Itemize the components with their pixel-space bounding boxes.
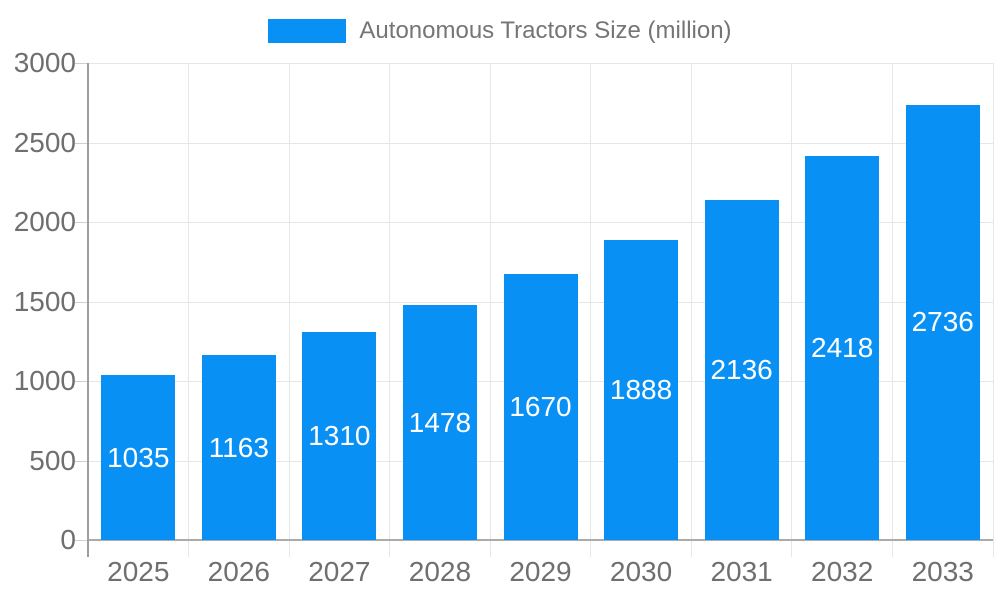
bar: 1163	[201, 355, 276, 540]
y-gridline	[88, 222, 993, 223]
bar-value-label: 1163	[208, 431, 269, 463]
x-gridline	[288, 63, 290, 557]
bar: 1310	[302, 331, 377, 540]
y-axis-tick	[75, 222, 88, 223]
bar-value-label: 1310	[308, 419, 371, 451]
bar-value-label: 1670	[509, 391, 572, 423]
bar: 1888	[604, 239, 679, 540]
x-axis-label: 2029	[509, 556, 572, 587]
y-axis-tick	[75, 301, 88, 303]
x-gridline	[389, 63, 391, 557]
x-gridline	[690, 63, 692, 557]
bar-value-label: 2136	[710, 354, 773, 386]
x-axis-label: 2030	[609, 556, 673, 587]
bar: 2136	[704, 200, 779, 540]
bar-value-label: 2736	[911, 306, 974, 338]
bar: 2736	[905, 104, 980, 540]
x-axis-label: 2025	[107, 556, 170, 587]
x-axis-label: 2033	[911, 556, 974, 587]
bar-value-label: 1035	[107, 441, 170, 473]
x-axis-label: 2031	[710, 556, 773, 587]
y-gridline	[88, 63, 993, 64]
plot-area: 0 500 1000 1500 2000 2500 3000 1035 2025 1163 2026…	[14, 49, 994, 586]
bar-value-label: 1888	[609, 373, 673, 405]
x-gridline	[992, 63, 994, 557]
y-axis-label: 1500	[13, 285, 76, 317]
x-axis-label: 2026	[207, 556, 270, 587]
x-gridline	[489, 63, 491, 557]
y-gridline	[88, 142, 993, 144]
y-axis-label: 2500	[13, 126, 76, 158]
bar: 1035	[101, 375, 176, 540]
x-axis-label: 2032	[811, 556, 874, 587]
y-axis-tick	[75, 63, 88, 64]
bar: 2418	[805, 155, 880, 540]
x-axis-label: 2028	[408, 556, 472, 587]
bar: 1670	[503, 274, 578, 540]
x-gridline	[590, 63, 592, 557]
bar: 1478	[402, 305, 477, 540]
y-axis-tick	[75, 540, 88, 541]
x-gridline	[188, 63, 190, 557]
x-axis-baseline	[88, 539, 993, 541]
bar-value-label: 1478	[408, 406, 472, 438]
y-axis-tick	[75, 142, 88, 144]
y-axis-tick	[75, 460, 88, 462]
y-axis-line	[87, 63, 89, 557]
y-axis-tick	[75, 381, 88, 382]
legend-swatch	[268, 19, 347, 43]
y-axis-label: 2000	[13, 206, 76, 237]
legend-label: Autonomous Tractors Size (million)	[359, 17, 732, 44]
x-gridline	[791, 63, 793, 557]
x-gridline	[891, 63, 893, 557]
x-axis-label: 2027	[308, 556, 371, 587]
y-axis-label: 3000	[13, 47, 76, 78]
y-axis-label: 1000	[13, 365, 76, 396]
legend-item[interactable]: Autonomous Tractors Size (million)	[0, 17, 1000, 45]
y-axis-label: 0	[60, 524, 76, 555]
bar-value-label: 2418	[811, 331, 874, 363]
y-axis-label: 500	[29, 444, 76, 476]
